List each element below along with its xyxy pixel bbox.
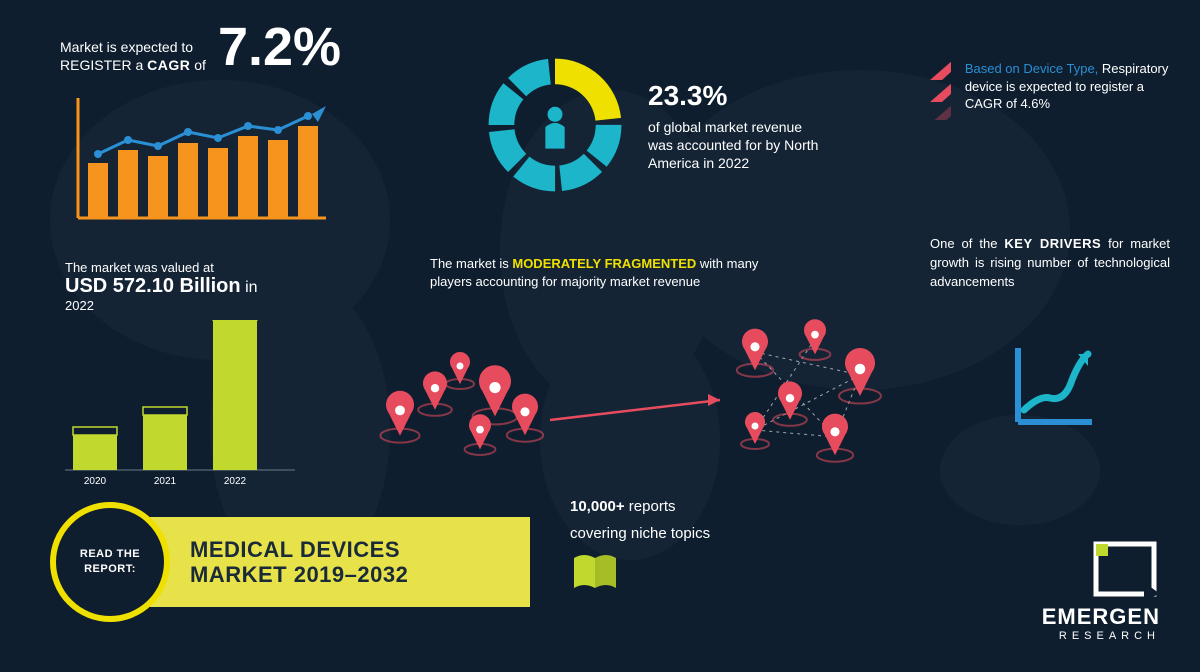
drivers-bold: KEY DRIVERS [1004,236,1101,251]
badge-title-1: MEDICAL DEVICES [190,537,490,562]
reports-label: reports [625,498,676,515]
fragmentation-pins [360,310,920,480]
respiratory-lead: Based on Device Type, [965,61,1098,76]
svg-text:2022: 2022 [224,476,247,487]
frag-prefix: The market is [430,256,512,271]
reports-caption: covering niche topics [570,525,710,542]
valuation-year: 2022 [65,298,258,313]
svg-text:2021: 2021 [154,476,177,487]
cagr-value: 7.2% [218,20,341,74]
valuation-value: USD 572.10 Billion [65,275,241,297]
drivers-prefix: One of the [930,236,1004,251]
badge-title-2: MARKET 2019–2032 [190,562,490,587]
cagr-intro: Market is expected to REGISTER a CAGR of [60,39,206,74]
valuation-intro: The market was valued at [65,260,258,275]
reports-line1: 10,000+ reports [570,498,710,515]
barline-chart [70,90,330,230]
donut-text: 23.3% of global market revenue was accou… [648,78,828,173]
report-badge: READ THE REPORT: MEDICAL DEVICES MARKET … [50,502,530,622]
cagr-line2-suffix: of [190,57,206,73]
reports-block: 10,000+ reports covering niche topics [570,498,710,592]
cagr-block: Market is expected to REGISTER a CAGR of… [60,20,341,74]
badge-circle-text: READ THE REPORT: [56,547,164,578]
badge-bar: MEDICAL DEVICES MARKET 2019–2032 [150,517,530,607]
frag-highlight: MODERATELY FRAGMENTED [512,256,696,271]
valuation-suffix: in [245,279,257,296]
donut-chart [480,50,630,200]
svg-text:2020: 2020 [84,476,107,487]
logo-mark-icon [1090,538,1160,600]
growth-arrow-icon [1010,340,1100,430]
donut-block: 23.3% of global market revenue was accou… [480,50,828,200]
badge-circle: READ THE REPORT: [50,502,170,622]
book-icon [570,552,620,592]
donut-caption: of global market revenue was accounted f… [648,119,818,171]
valuation-block: The market was valued at USD 572.10 Bill… [65,260,258,313]
respiratory-block: Based on Device Type, Respiratory device… [930,60,1180,120]
respiratory-text: Based on Device Type, Respiratory device… [965,60,1180,113]
cagr-line1: Market is expected to [60,39,193,55]
brand-logo: EMERGEN RESEARCH [1042,538,1160,642]
valuation-bar-chart: 2020 2021 2022 [65,320,295,490]
donut-headline: 23.3% [648,78,828,114]
drivers-text: One of the KEY DRIVERS for market growth… [930,235,1170,292]
logo-sub: RESEARCH [1059,630,1160,642]
chevron-up-stack-icon [930,60,951,120]
logo-name: EMERGEN [1042,604,1160,630]
cagr-bold: CAGR [147,57,190,73]
fragmentation-text: The market is MODERATELY FRAGMENTED with… [430,255,760,290]
cagr-line2-prefix: REGISTER a [60,57,147,73]
reports-count: 10,000+ [570,498,625,515]
